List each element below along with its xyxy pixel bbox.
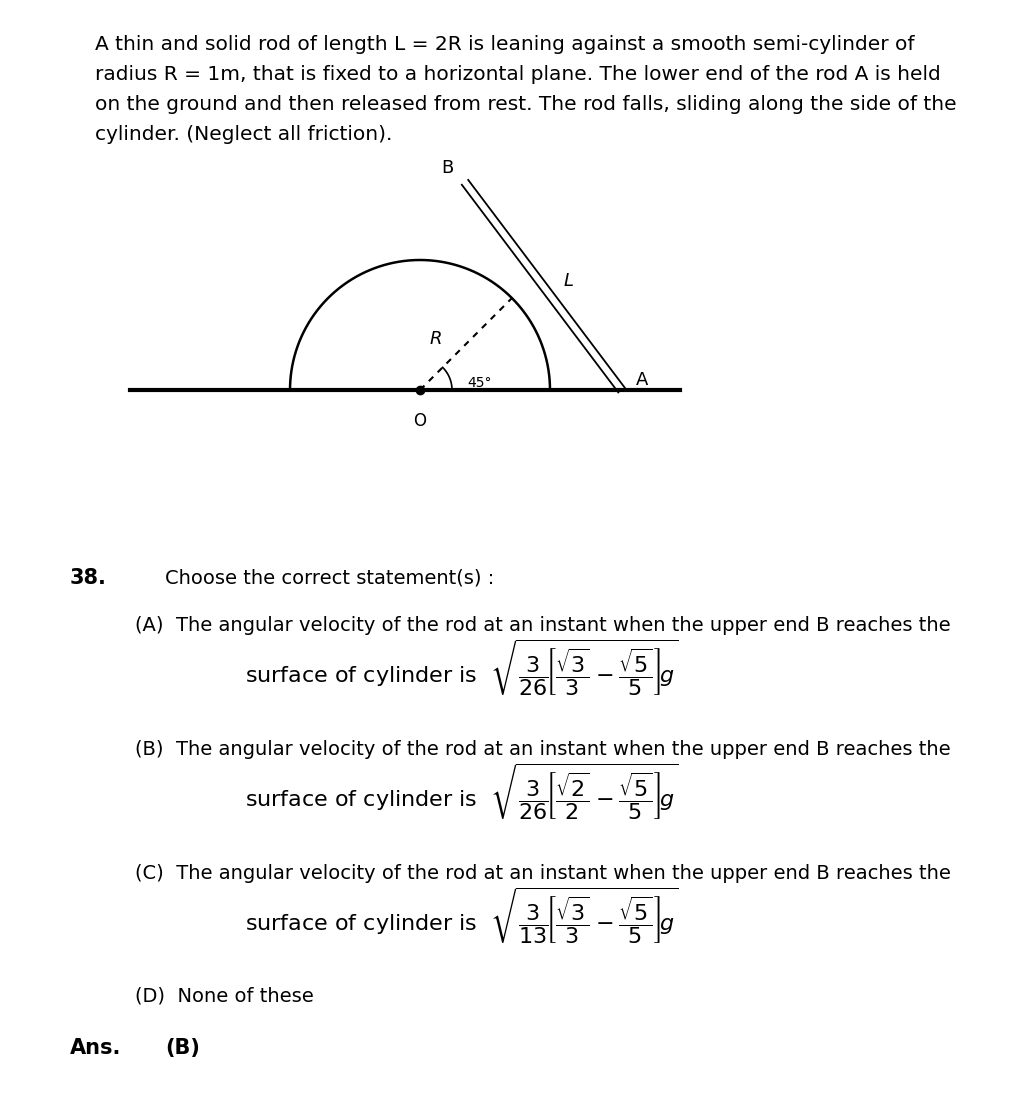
Text: surface of cylinder is  $\sqrt{\dfrac{3}{26}\!\left[\dfrac{\sqrt{3}}{3}-\dfrac{\: surface of cylinder is $\sqrt{\dfrac{3}{… (245, 637, 679, 699)
Text: (B)  The angular velocity of the rod at an instant when the upper end B reaches : (B) The angular velocity of the rod at a… (135, 740, 950, 759)
Text: (D)  None of these: (D) None of these (135, 987, 313, 1005)
Text: (C)  The angular velocity of the rod at an instant when the upper end B reaches : (C) The angular velocity of the rod at a… (135, 864, 951, 883)
Text: on the ground and then released from rest. The rod falls, sliding along the side: on the ground and then released from res… (95, 95, 956, 114)
Text: 45°: 45° (468, 376, 492, 390)
Text: B: B (440, 159, 453, 177)
Text: O: O (414, 413, 427, 430)
Text: A thin and solid rod of length L = 2R is leaning against a smooth semi-cylinder : A thin and solid rod of length L = 2R is… (95, 35, 914, 54)
Text: Ans.: Ans. (70, 1039, 122, 1058)
Text: surface of cylinder is  $\sqrt{\dfrac{3}{13}\!\left[\dfrac{\sqrt{3}}{3}-\dfrac{\: surface of cylinder is $\sqrt{\dfrac{3}{… (245, 886, 679, 947)
Text: (A)  The angular velocity of the rod at an instant when the upper end B reaches : (A) The angular velocity of the rod at a… (135, 616, 950, 635)
Text: Choose the correct statement(s) :: Choose the correct statement(s) : (165, 568, 495, 587)
Text: 38.: 38. (70, 568, 106, 588)
Text: L: L (563, 272, 573, 290)
Text: (B): (B) (165, 1039, 200, 1058)
Text: cylinder. (Neglect all friction).: cylinder. (Neglect all friction). (95, 125, 392, 144)
Text: surface of cylinder is  $\sqrt{\dfrac{3}{26}\!\left[\dfrac{\sqrt{2}}{2}-\dfrac{\: surface of cylinder is $\sqrt{\dfrac{3}{… (245, 762, 679, 823)
Text: R: R (430, 330, 442, 348)
Text: A: A (636, 371, 648, 389)
Text: radius R = 1m, that is fixed to a horizontal plane. The lower end of the rod A i: radius R = 1m, that is fixed to a horizo… (95, 65, 941, 84)
